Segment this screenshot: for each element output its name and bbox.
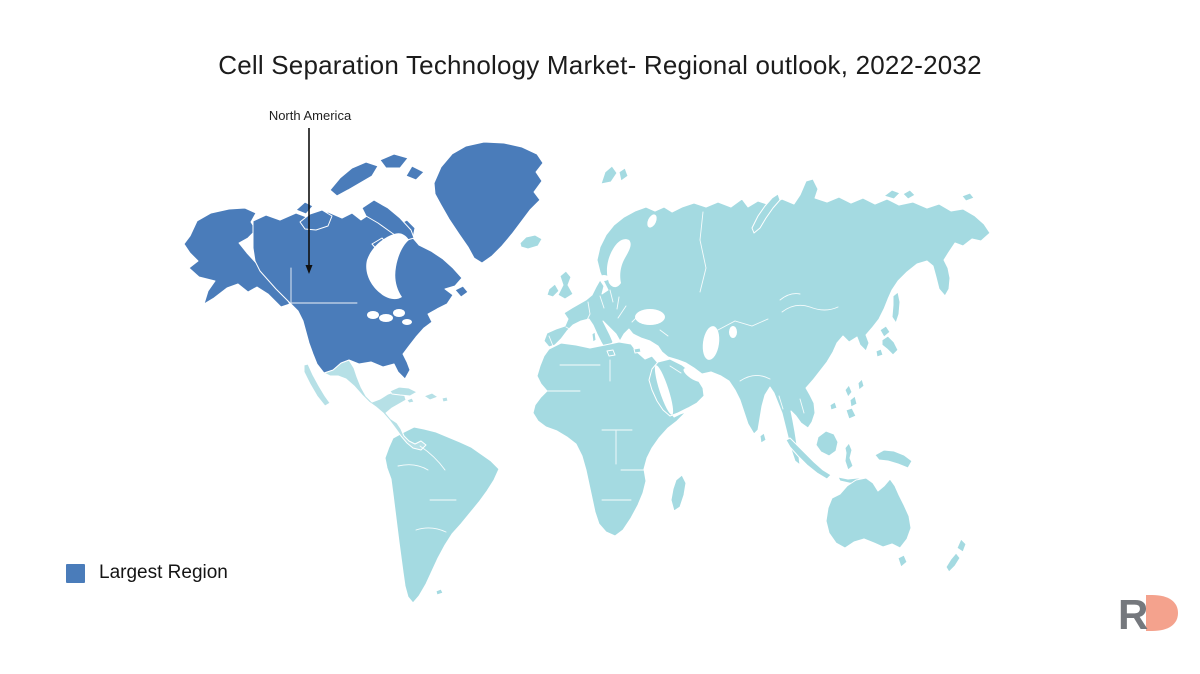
island-crete xyxy=(633,347,642,354)
water-great-lake-2 xyxy=(379,314,393,322)
water-black-sea xyxy=(635,309,665,325)
border-lines-world xyxy=(397,211,839,533)
island-newfoundland xyxy=(454,285,469,298)
island-hispaniola xyxy=(423,392,439,401)
island-sicily xyxy=(606,349,616,357)
island-tasmania xyxy=(897,554,908,568)
logo-r-letter: R xyxy=(1118,591,1148,638)
legend: Largest Region xyxy=(66,562,228,584)
water-baltic-sea xyxy=(606,239,631,288)
water-persian-gulf xyxy=(683,368,703,382)
landmass-eurasia xyxy=(543,178,991,466)
island-borneo xyxy=(815,430,839,457)
island-severnaya-zemlya xyxy=(883,189,916,200)
region-north-america xyxy=(183,141,544,380)
island-jamaica xyxy=(406,397,415,404)
island-great-britain xyxy=(557,270,574,300)
island-sardinia xyxy=(591,331,597,343)
island-philippines xyxy=(844,384,858,420)
water-white-sea xyxy=(647,214,657,228)
island-axel-heiberg xyxy=(405,165,425,181)
landmass-alaska xyxy=(183,207,291,308)
water-red-sea xyxy=(654,365,674,415)
water-skagerrak xyxy=(599,275,609,281)
island-sumatra xyxy=(785,437,832,480)
logo-d-shape xyxy=(1146,595,1178,631)
island-banks xyxy=(295,201,314,215)
annotation-label: North America xyxy=(269,108,352,123)
water-hudson-bay xyxy=(366,233,409,300)
water-great-lake-4 xyxy=(402,319,412,325)
landmass-australia xyxy=(825,477,912,549)
region-rest-of-world xyxy=(303,165,991,604)
border-lines-north-america xyxy=(288,267,358,304)
water-great-lake-1 xyxy=(367,311,379,319)
island-novaya-zemlya xyxy=(751,193,781,234)
island-sulawesi xyxy=(844,442,854,471)
legend-label: Largest Region xyxy=(99,562,228,583)
island-ellesmere xyxy=(329,161,379,197)
island-devon xyxy=(379,153,409,169)
page-title: Cell Separation Technology Market- Regio… xyxy=(218,50,982,80)
island-baffin xyxy=(361,199,415,242)
island-falklands xyxy=(435,588,444,596)
island-new-zealand xyxy=(945,538,967,573)
landmass-baja-california xyxy=(303,363,331,407)
island-victoria xyxy=(299,209,333,231)
water-overlays xyxy=(366,214,737,415)
annotation-arrowhead-icon xyxy=(305,265,313,274)
landmass-mexico-central-america xyxy=(323,359,427,451)
region-latin-central xyxy=(303,359,449,451)
brand-logo: R xyxy=(1118,591,1178,638)
annotation-north-america: North America xyxy=(269,108,352,274)
water-caspian-sea xyxy=(702,326,720,360)
landmass-canada-usa xyxy=(252,211,463,380)
island-iceland xyxy=(519,234,543,250)
island-ireland xyxy=(546,283,560,298)
landmass-greenland xyxy=(433,141,544,264)
landmass-south-america xyxy=(384,426,500,604)
island-sri-lanka xyxy=(759,432,767,444)
island-puerto-rico xyxy=(441,396,449,403)
island-hainan xyxy=(829,401,838,411)
island-madagascar xyxy=(670,474,687,512)
island-sakhalin xyxy=(891,291,901,324)
country-borders xyxy=(288,211,839,533)
legend-swatch-largest-region xyxy=(66,563,85,583)
island-japan xyxy=(875,325,899,358)
island-wrangel xyxy=(961,192,975,202)
water-aral-sea xyxy=(729,326,737,338)
landmass-africa xyxy=(532,341,687,537)
island-new-guinea xyxy=(874,449,913,469)
water-great-lake-3 xyxy=(393,309,405,317)
island-taiwan xyxy=(857,378,865,391)
island-svalbard xyxy=(600,165,629,185)
island-cuba xyxy=(389,386,418,397)
